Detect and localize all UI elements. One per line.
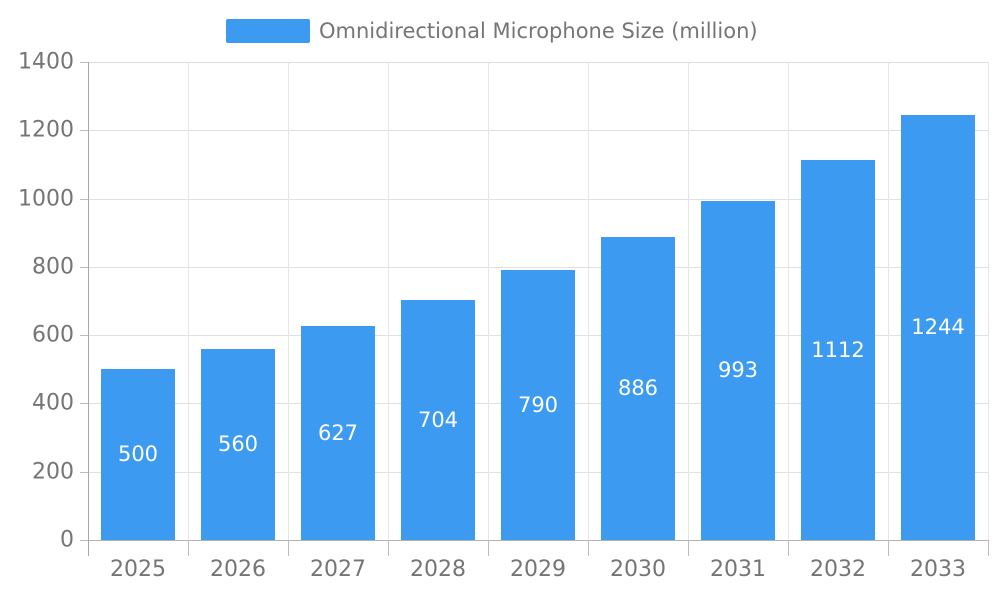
x-axis-tick	[988, 540, 989, 556]
legend-label: Omnidirectional Microphone Size (million…	[319, 19, 758, 43]
y-tick-label: 600	[32, 322, 74, 348]
gridline-vertical	[488, 62, 489, 540]
x-axis-line	[88, 540, 988, 541]
gridline-vertical	[388, 62, 389, 540]
bar-2027: 627	[301, 326, 375, 540]
y-axis-tick	[80, 199, 88, 200]
x-tick-label-2025: 2025	[110, 557, 166, 582]
y-axis-tick	[80, 540, 88, 541]
y-tick-label: 800	[32, 254, 74, 280]
gridline-horizontal	[88, 62, 988, 63]
y-tick-label: 1200	[18, 117, 74, 143]
y-axis-tick	[80, 472, 88, 473]
x-axis-tick	[288, 540, 289, 556]
gridline-vertical	[988, 62, 989, 540]
bar-2030: 886	[601, 237, 675, 540]
bar-value-label: 886	[617, 376, 659, 400]
x-tick-label-2031: 2031	[710, 557, 766, 582]
x-tick-label-2027: 2027	[310, 557, 366, 582]
legend-item[interactable]: Omnidirectional Microphone Size (million…	[226, 17, 758, 45]
gridline-horizontal	[88, 130, 988, 131]
y-tick-label: 1400	[18, 49, 74, 75]
bar-value-label: 993	[717, 358, 759, 382]
bar-2031: 993	[701, 201, 775, 540]
y-axis-tick	[80, 130, 88, 131]
x-tick-label-2026: 2026	[210, 557, 266, 582]
x-axis-tick	[788, 540, 789, 556]
y-axis-tick	[80, 403, 88, 404]
gridline-vertical	[188, 62, 189, 540]
y-tick-label: 0	[60, 527, 74, 553]
gridline-vertical	[788, 62, 789, 540]
bar-value-label: 1244	[911, 315, 965, 339]
y-tick-label: 400	[32, 390, 74, 416]
y-tick-label: 1000	[18, 186, 74, 212]
y-axis-line	[88, 62, 89, 556]
y-axis-tick	[80, 335, 88, 336]
y-tick-label: 200	[32, 459, 74, 485]
y-axis-tick	[80, 62, 88, 63]
x-tick-label-2032: 2032	[810, 557, 866, 582]
bar-2029: 790	[501, 270, 575, 540]
y-axis-tick	[80, 267, 88, 268]
bar-value-label: 704	[417, 407, 459, 432]
bar-2025: 500	[101, 369, 175, 540]
gridline-vertical	[888, 62, 889, 540]
legend-swatch-icon	[226, 19, 310, 43]
x-tick-label-2029: 2029	[510, 557, 566, 582]
bar-value-label: 790	[517, 392, 559, 417]
bar-value-label: 627	[317, 420, 359, 445]
gridline-vertical	[288, 62, 289, 540]
bar-2026: 560	[201, 349, 275, 540]
x-axis-tick	[888, 540, 889, 556]
gridline-vertical	[688, 62, 689, 540]
bar-2028: 704	[401, 300, 475, 540]
bar-value-label: 500	[117, 442, 159, 466]
x-axis-tick	[488, 540, 489, 556]
bar-2032: 1112	[801, 160, 875, 540]
x-tick-label-2033: 2033	[910, 557, 966, 582]
x-tick-label-2030: 2030	[610, 557, 666, 582]
x-axis-tick	[188, 540, 189, 556]
gridline-horizontal	[88, 267, 988, 268]
x-axis-tick	[588, 540, 589, 556]
x-axis-tick	[388, 540, 389, 556]
bar-value-label: 560	[217, 432, 259, 456]
gridline-horizontal	[88, 199, 988, 200]
x-tick-label-2028: 2028	[410, 557, 466, 582]
gridline-vertical	[588, 62, 589, 540]
x-axis-tick	[688, 540, 689, 556]
bar-value-label: 1112	[811, 337, 865, 362]
bar-2033: 1244	[901, 115, 975, 540]
